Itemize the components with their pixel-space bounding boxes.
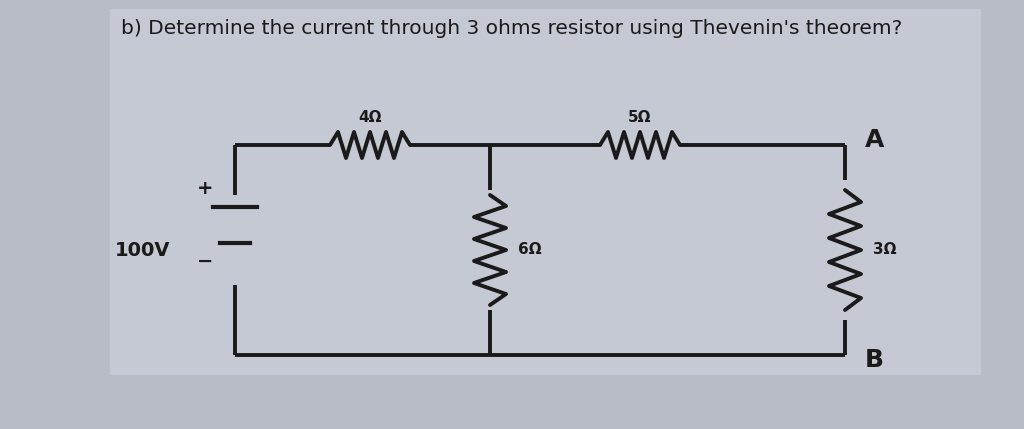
Text: 4Ω: 4Ω [358,110,382,125]
Text: B: B [865,348,884,372]
Text: 6Ω: 6Ω [518,242,542,257]
Text: b) Determine the current through 3 ohms resistor using Thevenin's theorem?: b) Determine the current through 3 ohms … [122,19,902,38]
Text: 3Ω: 3Ω [873,242,896,257]
Bar [110,9,980,374]
Text: 5Ω: 5Ω [629,110,651,125]
Text: +: + [197,179,213,199]
Text: A: A [865,128,885,152]
Text: 100V: 100V [115,241,170,260]
Text: −: − [197,251,213,271]
